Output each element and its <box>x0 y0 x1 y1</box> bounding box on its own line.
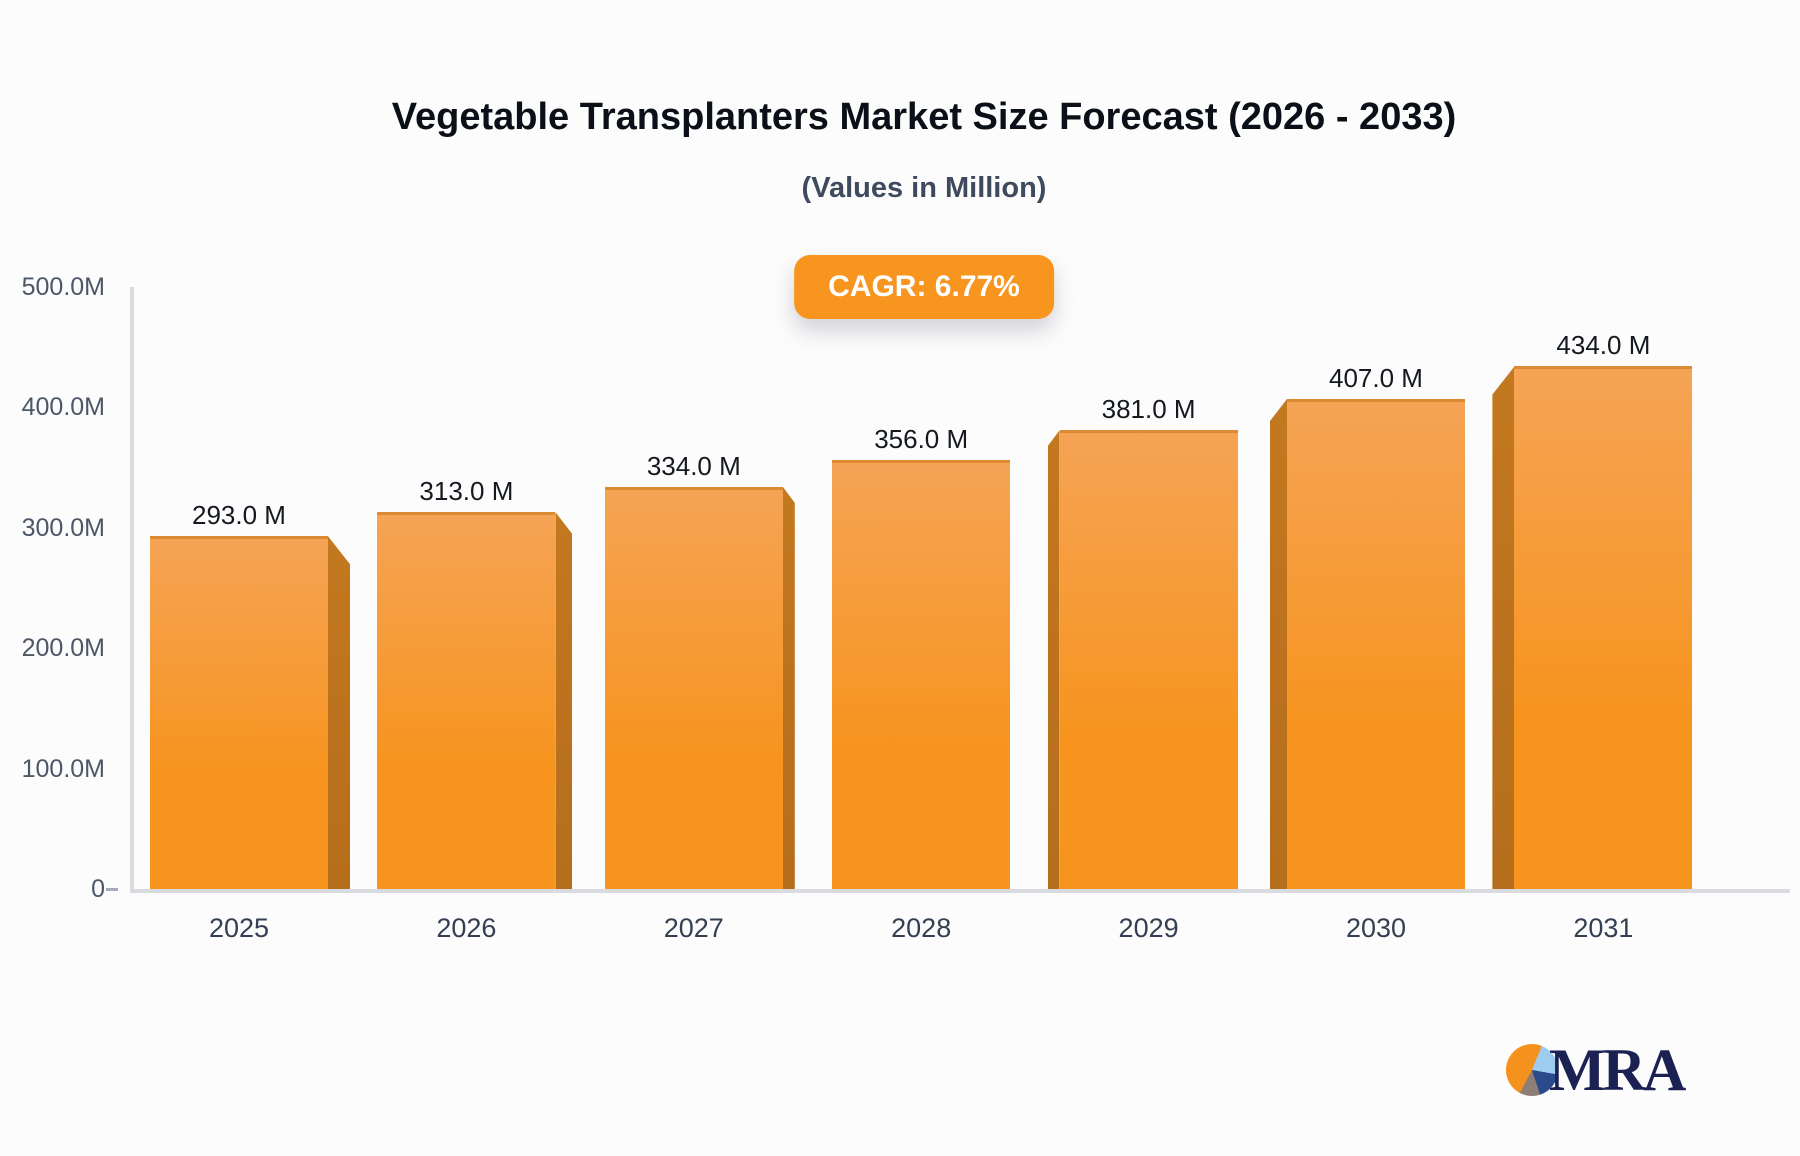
bar-2026[interactable] <box>377 512 556 889</box>
y-axis-tick-label: 200.0M <box>21 634 105 663</box>
x-axis-label-2028: 2028 <box>891 913 952 943</box>
bar-value-label-2028: 356.0 M <box>874 424 969 455</box>
bar-value-label-2031: 434.0 M <box>1556 330 1651 361</box>
bar-side-face-2030 <box>1270 398 1287 889</box>
chart-subtitle: (Values in Million) <box>801 172 1047 204</box>
chart-title: Vegetable Transplanters Market Size Fore… <box>391 96 1457 138</box>
bar-value-label-2030: 407.0 M <box>1329 362 1423 393</box>
cagr-badge: CAGR: 6.77% <box>794 255 1054 319</box>
bar-side-face-2029 <box>1047 430 1060 889</box>
x-axis-label-2031: 2031 <box>1573 913 1634 943</box>
bar-2027[interactable] <box>604 486 783 889</box>
x-axis-line <box>130 889 1790 893</box>
plot-area: 0 100.0M 200.0M 300.0M 400.0M 500.0M 293.0 M 20… <box>22 273 1790 942</box>
mra-pie-chart-icon <box>1506 1044 1558 1096</box>
y-axis-tick-label: 0 <box>91 875 105 903</box>
bar-value-label-2025: 293.0 M <box>192 500 286 531</box>
bar-2031[interactable] <box>1514 366 1693 889</box>
x-axis-label-2029: 2029 <box>1118 913 1179 943</box>
x-axis-label-2027: 2027 <box>663 913 724 943</box>
x-axis-label-2026: 2026 <box>436 913 497 943</box>
y-axis-tick-label: 500.0M <box>21 273 105 301</box>
bar-side-face-2027 <box>782 486 795 889</box>
bar-side-face-2025 <box>328 536 350 889</box>
zero-tick-mark <box>106 888 118 891</box>
y-axis-line <box>130 287 134 889</box>
bar-2029[interactable] <box>1059 430 1238 889</box>
x-axis-label-2030: 2030 <box>1345 913 1407 943</box>
mra-logo-text: MRA <box>1549 1037 1686 1103</box>
bar-value-label-2027: 334.0 M <box>646 450 741 481</box>
y-axis-tick-label: 100.0M <box>21 754 105 783</box>
bar-2028[interactable] <box>832 460 1011 889</box>
bar-side-face-2026 <box>555 512 573 889</box>
bar-side-face-2031 <box>1492 366 1515 889</box>
mra-logo: MRA <box>1506 1037 1686 1103</box>
bar-value-label-2029: 381.0 M <box>1101 394 1196 425</box>
y-axis-tick-label: 400.0M <box>21 393 105 422</box>
bar-value-label-2026: 313.0 M <box>419 476 514 507</box>
bar-2030[interactable] <box>1287 398 1465 889</box>
bar-2025[interactable] <box>150 536 328 889</box>
x-axis-label-2025: 2025 <box>208 913 270 943</box>
y-axis-tick-label: 300.0M <box>21 513 105 542</box>
